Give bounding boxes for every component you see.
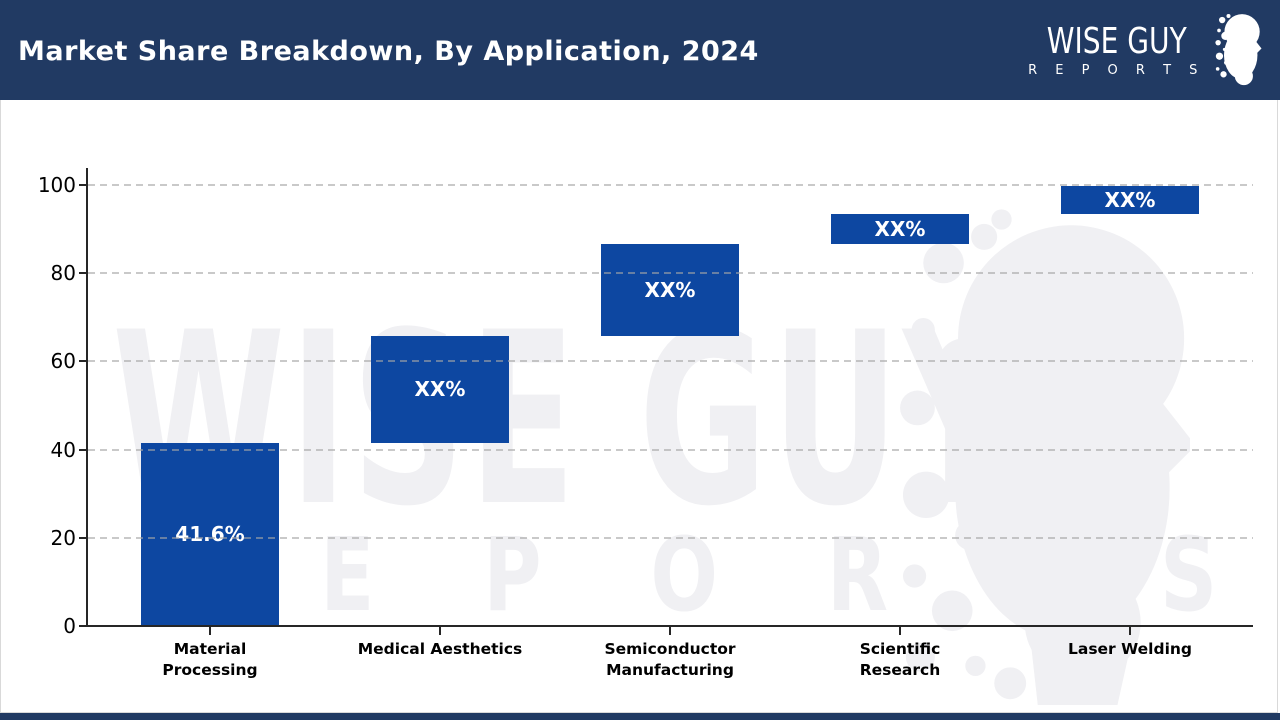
x-tick-mark — [669, 627, 671, 635]
gridline — [88, 360, 1253, 363]
y-tick-label: 40 — [50, 437, 76, 462]
y-tick-mark — [79, 625, 86, 627]
bar-value-label: XX% — [874, 216, 926, 241]
header-bar: Market Share Breakdown, By Application, … — [0, 0, 1280, 100]
y-tick-label: 60 — [50, 349, 76, 374]
gridline — [88, 272, 1253, 275]
x-category-label-laser-welding: Laser Welding — [1067, 640, 1193, 658]
bar-value-label: XX% — [414, 377, 466, 402]
y-tick-mark — [79, 184, 86, 186]
brand-head-icon — [1215, 13, 1262, 86]
x-category-label-material-processing: Material Processing — [162, 640, 258, 679]
brand-name: WISE GUY — [1046, 21, 1187, 62]
y-tick-mark — [79, 360, 86, 363]
y-tick-mark — [79, 536, 86, 539]
x-category-label-medical-aesthetics: Medical Aesthetics — [357, 640, 523, 658]
x-category-label-scientific-research: Scientific Research — [859, 640, 941, 679]
bar-material-processing — [141, 442, 279, 626]
brand-logo-text: WISE GUY R E P O R T S — [1027, 21, 1207, 79]
bar-value-label: XX% — [1104, 187, 1156, 212]
y-tick-label: 0 — [63, 614, 76, 638]
bar-medical-aesthetics — [371, 335, 509, 443]
watermark-head-icon — [900, 209, 1190, 705]
x-tick-mark — [439, 627, 441, 635]
x-tick-mark — [899, 627, 901, 635]
bar-value-label: XX% — [644, 277, 696, 302]
x-tick-mark — [1129, 627, 1131, 635]
y-tick-mark — [79, 448, 86, 451]
bar-laser-welding — [1061, 186, 1199, 214]
bar-semiconductor-manufacturing — [601, 244, 739, 336]
gridline — [88, 536, 1253, 539]
gridline — [88, 448, 1253, 451]
brand-subtitle: R E P O R T S — [1028, 63, 1205, 78]
x-category-label-semiconductor-manufacturing: Semiconductor Manufacturing — [604, 640, 736, 679]
y-tick-label: 100 — [37, 173, 76, 197]
brand-logo: WISE GUY R E P O R T S — [1027, 8, 1267, 92]
y-tick-label: 80 — [50, 261, 76, 286]
footer-bar — [0, 713, 1280, 720]
y-axis-line — [86, 168, 88, 627]
y-tick-label: 20 — [50, 525, 76, 550]
gridline — [88, 184, 1253, 186]
x-axis-line — [86, 625, 1253, 627]
y-tick-mark — [79, 272, 86, 275]
chart-title: Market Share Breakdown, By Application, … — [18, 36, 759, 67]
bar-scientific-research — [831, 213, 969, 245]
x-tick-mark — [209, 627, 211, 635]
bar-value-label: 41.6% — [175, 522, 245, 547]
